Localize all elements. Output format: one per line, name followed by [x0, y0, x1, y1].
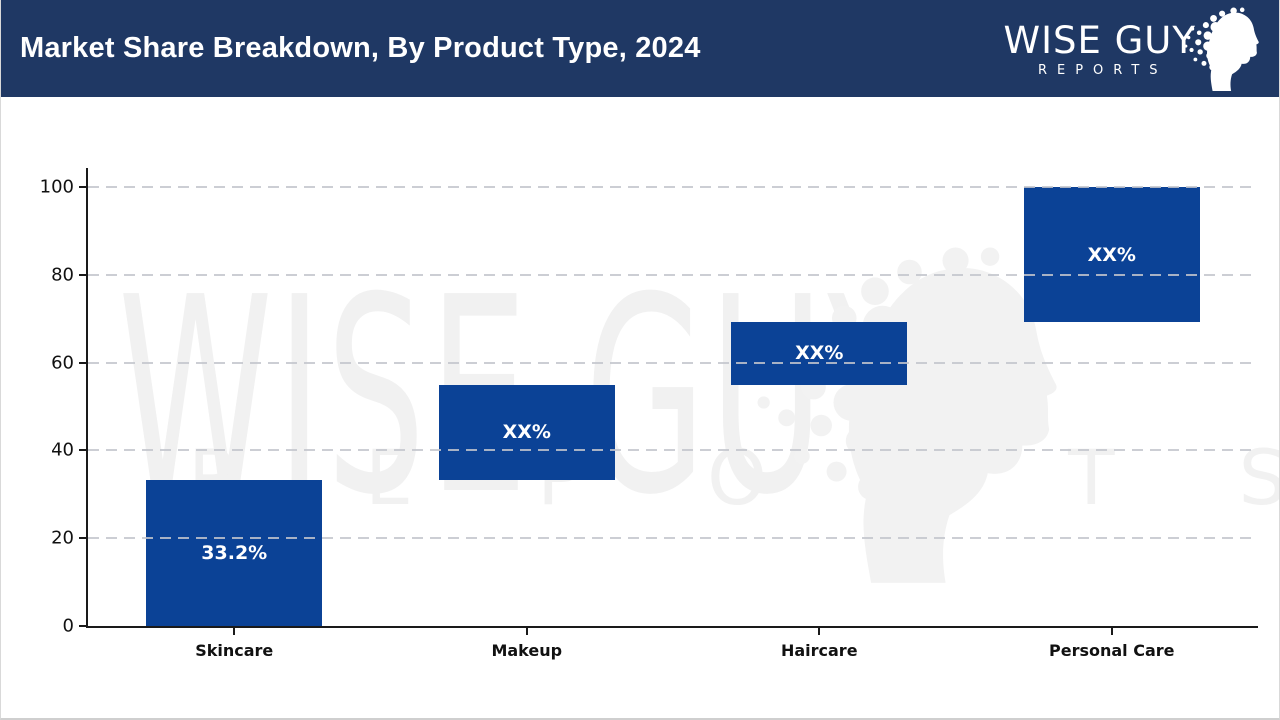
logo-text: WISE GUY REPORTS: [1004, 22, 1196, 77]
y-tick-label-20: 20: [51, 527, 74, 549]
x-category-label: Makeup: [491, 641, 563, 660]
wise-guy-logo: WISE GUY REPORTS: [1004, 6, 1268, 92]
bar-skincare: [146, 480, 323, 626]
logo-wordmark: WISE GUY: [1003, 18, 1196, 62]
gridline-y-60: [88, 361, 1258, 364]
y-axis-line: [86, 168, 88, 628]
x-tick-mark-3: [1110, 626, 1113, 635]
bar-personal-care: [1023, 187, 1200, 323]
y-tick-label-80: 80: [51, 264, 74, 286]
y-tick-label-60: 60: [51, 352, 74, 374]
bar-value-label: XX%: [502, 421, 551, 444]
y-tick-mark-80: [79, 273, 88, 276]
x-category-label: Haircare: [780, 641, 858, 660]
x-tick-mark-0: [233, 626, 236, 635]
y-tick-mark-20: [79, 537, 88, 540]
y-tick-mark-100: [79, 186, 88, 188]
gridline-y-40: [88, 449, 1258, 452]
logo-subtitle: REPORTS: [1037, 62, 1168, 78]
y-tick-mark-0: [79, 625, 88, 627]
x-category-label: Skincare: [195, 641, 274, 660]
bar-makeup: [438, 384, 615, 481]
y-tick-mark-40: [79, 449, 88, 452]
y-tick-mark-60: [79, 361, 88, 364]
y-tick-label-0: 0: [62, 615, 74, 637]
y-tick-label-100: 100: [39, 176, 74, 198]
x-tick-mark-2: [818, 626, 821, 635]
page-title: Market Share Breakdown, By Product Type,…: [20, 32, 701, 64]
bar-haircare: [731, 322, 908, 385]
gridline-y-20: [88, 537, 1258, 540]
bar-value-label: XX%: [795, 342, 844, 365]
bar-value-label: XX%: [1087, 243, 1136, 266]
x-category-label: Personal Care: [1048, 641, 1175, 660]
x-tick-mark-1: [525, 626, 528, 635]
header-bar: Market Share Breakdown, By Product Type,…: [0, 0, 1280, 97]
face-dots-logo-icon: [1184, 7, 1259, 92]
x-axis-line: [86, 626, 1258, 628]
gridline-y-100: [88, 186, 1258, 188]
y-tick-label-40: 40: [51, 439, 74, 461]
bar-value-label: 33.2%: [201, 542, 268, 565]
gridline-y-80: [88, 273, 1258, 276]
watermark-subtitle: R E P O R T S: [188, 433, 1280, 522]
